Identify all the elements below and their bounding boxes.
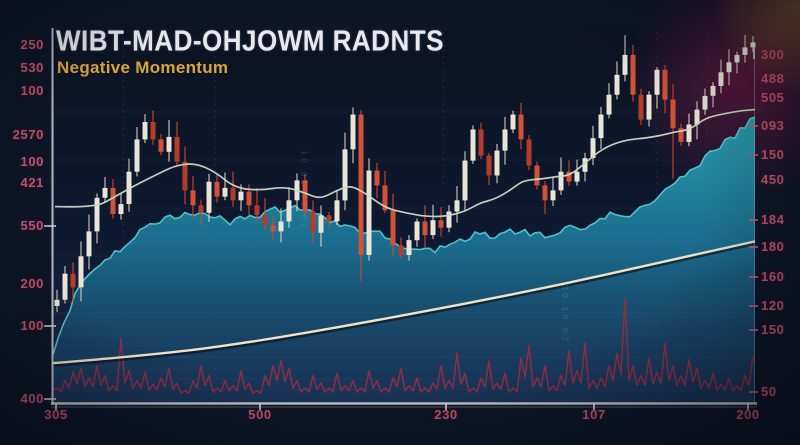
x-axis-label: 107 bbox=[582, 407, 606, 422]
left-axis-label: 530 bbox=[20, 60, 44, 75]
left-axis-label: 100 bbox=[20, 83, 44, 98]
x-axis-label: 200 bbox=[736, 407, 760, 422]
right-axis-label: 160 bbox=[761, 269, 785, 284]
right-axis-label: 180 bbox=[761, 239, 785, 254]
left-axis-label: 2570 bbox=[12, 127, 44, 142]
right-axis-label: 184 bbox=[761, 212, 785, 227]
right-axis-label: 505 bbox=[761, 90, 785, 105]
x-axis-label: 305 bbox=[44, 407, 68, 422]
watermark-text: 10 01 03 02 bbox=[299, 150, 309, 231]
chart-title: WIBT-MAD-OHJOWM RADNTS bbox=[56, 24, 444, 57]
left-axis-label: 100 bbox=[20, 154, 44, 169]
right-axis-label: 488 bbox=[761, 71, 785, 86]
left-axis-label: 421 bbox=[20, 175, 44, 190]
right-axis-label: 150 bbox=[761, 147, 785, 162]
left-axis-label: 550 bbox=[20, 218, 44, 233]
left-axis-label: 100 bbox=[20, 318, 44, 333]
left-axis-label: 200 bbox=[20, 276, 44, 291]
right-axis-label: 50 bbox=[761, 384, 777, 399]
x-axis-label: 500 bbox=[248, 407, 272, 422]
right-axis-label: 120 bbox=[761, 298, 785, 313]
x-axis-label: 230 bbox=[434, 407, 458, 422]
chart-subtitle: Negative Momentum bbox=[57, 58, 229, 77]
right-axis-label: 093 bbox=[761, 118, 785, 133]
left-axis-label: 250 bbox=[20, 37, 44, 52]
right-axis-label: 300 bbox=[761, 47, 785, 62]
left-axis-label: 400 bbox=[20, 391, 44, 406]
right-axis-label: 150 bbox=[761, 322, 785, 337]
right-axis-label: 450 bbox=[761, 172, 785, 187]
watermark-text: 30 10 07 bbox=[560, 285, 570, 345]
